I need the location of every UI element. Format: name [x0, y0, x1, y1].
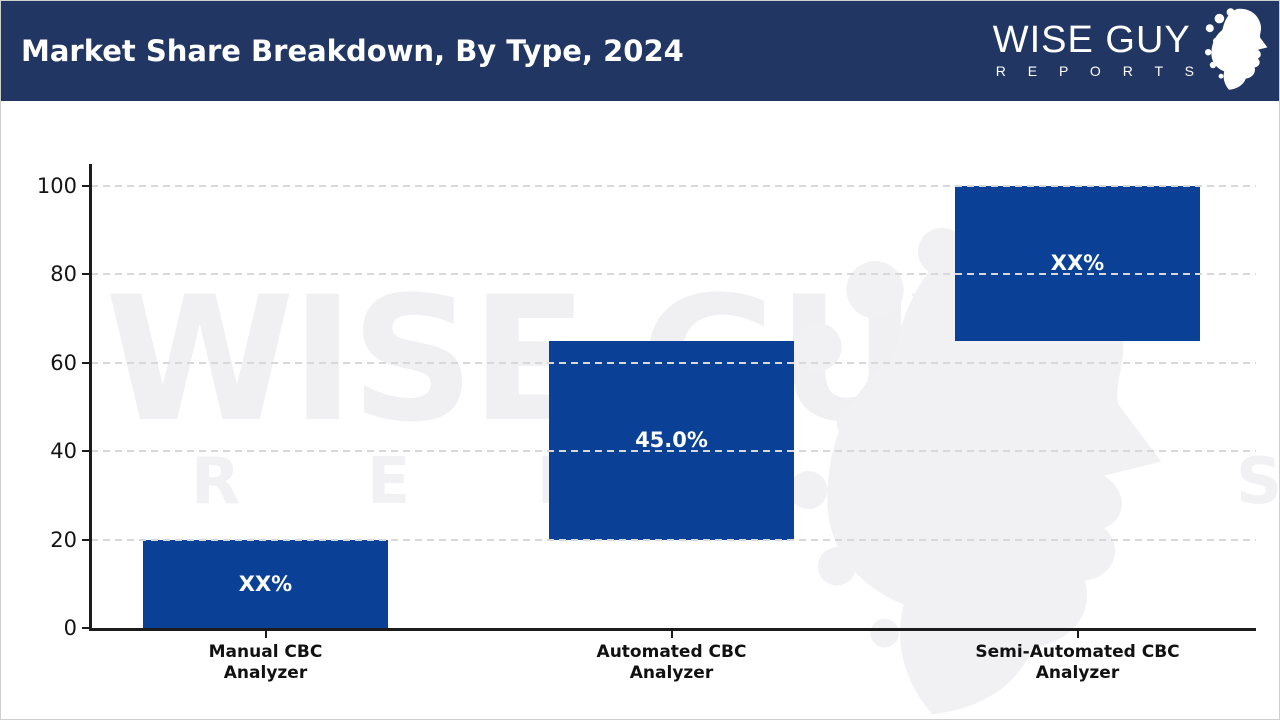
x-category-label-line: Analyzer [223, 663, 308, 683]
bar-segment: XX% [143, 539, 388, 628]
y-tick-label: 60 [50, 350, 77, 375]
logo-wordmark: WISE GUY [992, 18, 1191, 61]
bar-segment: 45.0% [549, 340, 794, 540]
x-category-label-line: Analyzer [629, 663, 714, 683]
y-tick-label: 0 [63, 616, 77, 640]
y-tick-20 [82, 538, 89, 541]
chart-title: Market Share Breakdown, By Type, 2024 [21, 34, 684, 68]
x-category-label-line: Analyzer [1035, 663, 1120, 683]
y-tick-label: 40 [50, 439, 77, 464]
y-tick-label: 20 [50, 527, 77, 552]
bar-segment: XX% [955, 186, 1200, 341]
brand-logo: WISE GUY R E P O R T S [993, 7, 1269, 91]
brand-logo-text: WISE GUY R E P O R T S [993, 20, 1203, 79]
x-category-label-line: Manual CBC [208, 642, 323, 662]
y-tick-0 [82, 627, 89, 629]
x-tick [1076, 630, 1079, 638]
gridline-100 [91, 185, 1256, 187]
y-tick-40 [82, 450, 89, 453]
logo-subtext: R E P O R T S [995, 62, 1203, 79]
y-tick-label: 100 [36, 174, 77, 198]
bar-value-label: XX% [238, 571, 293, 596]
gridline-60 [91, 361, 1256, 364]
x-category-label: Automated CBC Analyzer [502, 642, 842, 684]
x-tick [264, 630, 267, 638]
x-axis-line [89, 628, 1256, 631]
y-tick-label: 80 [50, 262, 77, 287]
y-axis-line [89, 164, 92, 631]
header-band: Market Share Breakdown, By Type, 2024 WI… [1, 1, 1279, 101]
bar-value-label: 45.0% [635, 428, 708, 453]
y-tick-100 [82, 185, 89, 187]
x-category-label: Semi-Automated CBC Analyzer [908, 642, 1248, 684]
x-category-label-line: Semi-Automated CBC [975, 642, 1180, 662]
x-category-label-line: Automated CBC [596, 642, 747, 662]
x-tick [670, 630, 673, 638]
gridline-20 [91, 538, 1256, 541]
logo-face-icon [1205, 8, 1268, 90]
y-tick-60 [82, 361, 89, 364]
bar-value-label: XX% [1050, 251, 1105, 276]
x-category-label: Manual CBC Analyzer [96, 642, 436, 684]
gridline-40 [91, 450, 1256, 453]
gridline-80 [91, 273, 1256, 276]
y-tick-80 [82, 273, 89, 276]
